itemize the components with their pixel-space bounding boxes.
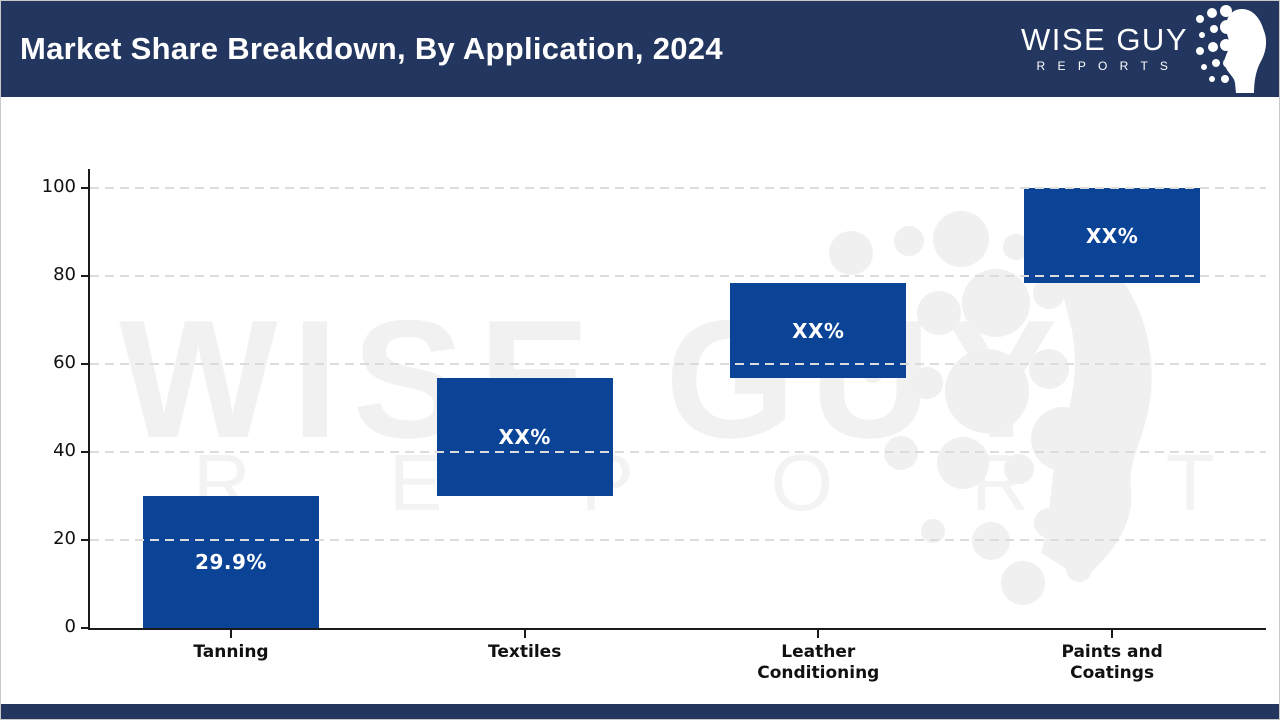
x-category-label: Leather Conditioning [698, 642, 938, 684]
page-title: Market Share Breakdown, By Application, … [20, 30, 723, 66]
y-tick-label: 20 [53, 528, 76, 549]
y-gridline [90, 187, 1266, 189]
y-gridline [90, 539, 1266, 541]
y-tick-mark [81, 187, 89, 189]
bar: XX% [1024, 188, 1201, 284]
logo: WISE GUY R E P O R T S [1021, 1, 1270, 97]
bar: XX% [436, 378, 613, 497]
y-tick-mark [81, 539, 89, 541]
bar-value-label: 29.9% [195, 550, 267, 575]
y-tick-mark [81, 275, 89, 277]
logo-name-text: WISE GUY [1020, 22, 1188, 57]
x-category-label-line: Leather [781, 642, 856, 662]
bar-value-label: XX% [1085, 223, 1139, 248]
x-category-label-line: Tanning [193, 642, 269, 662]
x-category-label-line: Coatings [1070, 663, 1155, 683]
y-gridline [90, 363, 1266, 365]
y-tick-label: 60 [53, 352, 76, 373]
x-category-label: Textiles [405, 642, 645, 663]
y-axis-line [88, 169, 90, 630]
x-category-label-line: Conditioning [757, 663, 880, 683]
y-gridline [90, 275, 1266, 277]
header-bar: Market Share Breakdown, By Application, … [1, 1, 1279, 97]
logo-face-icon [1196, 4, 1267, 93]
x-tick-mark [230, 630, 232, 638]
logo-text: WISE GUY R E P O R T S [1021, 24, 1188, 73]
x-category-label-line: Paints and [1061, 642, 1163, 662]
x-tick-mark [523, 630, 526, 638]
y-tick-mark [81, 451, 89, 453]
y-tick-label: 0 [64, 616, 76, 637]
x-category-label: Paints and Coatings [992, 642, 1232, 684]
y-tick-label: 40 [53, 440, 76, 461]
x-tick-mark [1111, 630, 1114, 638]
y-tick-label: 100 [41, 176, 76, 197]
bar-value-label: XX% [792, 318, 845, 343]
x-tick-mark [817, 630, 820, 638]
x-category-label-line: Textiles [488, 642, 562, 662]
logo-tagline-text: R E P O R T S [1036, 59, 1173, 73]
bar: 29.9% [143, 496, 319, 628]
bar: XX% [730, 283, 907, 379]
x-axis-line [88, 628, 1266, 630]
watermark-face-icon [829, 211, 1152, 605]
y-tick-mark [81, 363, 89, 365]
x-category-label: Tanning [111, 642, 351, 663]
y-tick-mark [81, 627, 89, 629]
footer-bar [1, 704, 1279, 719]
bar-value-label: XX% [498, 425, 551, 450]
y-gridline [90, 451, 1266, 453]
y-tick-label: 80 [53, 264, 76, 285]
